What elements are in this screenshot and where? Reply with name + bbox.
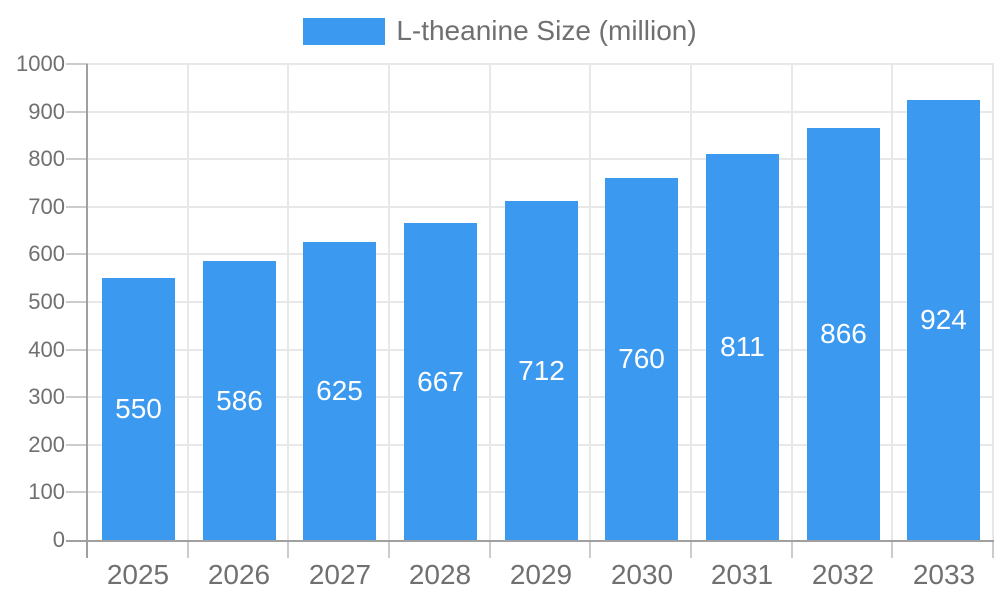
- bar-value-label: 550: [115, 393, 162, 424]
- x-tick-label: 2031: [710, 559, 774, 590]
- y-tick-label: 200: [28, 432, 65, 457]
- y-axis-tick: [66, 491, 88, 493]
- x-axis-tick: [287, 540, 289, 558]
- y-tick-label: 900: [28, 99, 65, 124]
- plot-area: 0 100 200 300 400 500 600 700 800 900 1000 550 2025 5…: [16, 53, 994, 589]
- x-axis-tick: [992, 540, 994, 558]
- legend-item[interactable]: L-theanine Size (million): [0, 17, 1000, 45]
- x-tick-label: 2032: [811, 559, 875, 590]
- x-tick-label: 2025: [106, 559, 170, 590]
- gridline-vertical: [690, 64, 692, 540]
- gridline-vertical: [891, 64, 893, 540]
- x-axis-tick: [388, 540, 390, 558]
- bar-value-label: 924: [920, 304, 967, 335]
- x-axis-tick: [187, 540, 189, 558]
- y-tick-label: 300: [28, 384, 65, 409]
- y-axis-tick: [66, 63, 88, 65]
- gridline-vertical: [791, 64, 793, 540]
- x-axis-tick: [589, 540, 591, 558]
- y-axis-tick: [66, 301, 88, 303]
- y-axis-tick: [66, 349, 88, 351]
- bar: 550: [102, 278, 175, 540]
- x-tick-label: 2028: [408, 559, 472, 590]
- gridline-vertical: [388, 64, 390, 540]
- bar: 760: [605, 178, 678, 540]
- y-axis-tick: [66, 444, 88, 446]
- x-axis-tick: [791, 540, 793, 558]
- bar-value-label: 760: [618, 343, 665, 374]
- bar-value-label: 667: [417, 365, 464, 397]
- gridline-vertical: [187, 64, 189, 540]
- bar-value-label: 866: [820, 318, 867, 349]
- y-tick-label: 100: [28, 479, 65, 504]
- y-axis-line: [86, 64, 88, 558]
- y-axis-tick: [66, 158, 88, 160]
- x-axis-tick: [891, 540, 893, 558]
- x-tick-label: 2030: [610, 559, 674, 590]
- y-tick-label: 400: [28, 337, 65, 362]
- y-tick-label: 600: [28, 241, 65, 266]
- x-tick-label: 2027: [308, 559, 372, 590]
- x-tick-label: 2029: [509, 559, 573, 590]
- bar: 586: [203, 261, 276, 540]
- x-tick-label: 2033: [912, 559, 976, 590]
- bar: 924: [907, 100, 980, 540]
- y-axis-tick: [66, 111, 88, 113]
- gridline-vertical: [287, 64, 289, 540]
- y-axis-tick: [66, 396, 88, 398]
- bar: 811: [706, 154, 779, 540]
- gridline-horizontal: [88, 158, 994, 160]
- gridline-vertical: [489, 64, 491, 540]
- bar: 667: [404, 223, 477, 540]
- x-axis-tick: [489, 540, 491, 558]
- bar: 866: [807, 128, 880, 540]
- y-tick-label: 700: [28, 194, 65, 219]
- legend-label: L-theanine Size (million): [396, 15, 697, 46]
- y-tick-label: 500: [28, 289, 65, 314]
- gridline-vertical: [589, 64, 591, 540]
- y-axis-tick: [66, 206, 88, 208]
- gridline-horizontal: [88, 63, 994, 65]
- y-tick-label: 800: [28, 146, 65, 171]
- bar: 625: [303, 242, 376, 540]
- gridline-vertical: [992, 64, 994, 540]
- bar-value-label: 625: [316, 375, 363, 406]
- x-axis-tick: [690, 540, 692, 558]
- legend-swatch-icon: [303, 17, 386, 45]
- x-tick-label: 2026: [207, 559, 271, 590]
- y-tick-label: 0: [52, 527, 65, 552]
- x-axis-line: [66, 540, 994, 542]
- bar-value-label: 712: [518, 354, 565, 386]
- bar-value-label: 811: [720, 331, 765, 362]
- y-tick-label: 1000: [16, 51, 65, 76]
- bar-value-label: 586: [216, 384, 263, 416]
- y-axis-tick: [66, 253, 88, 255]
- gridline-horizontal: [88, 111, 994, 113]
- bar: 712: [505, 201, 578, 540]
